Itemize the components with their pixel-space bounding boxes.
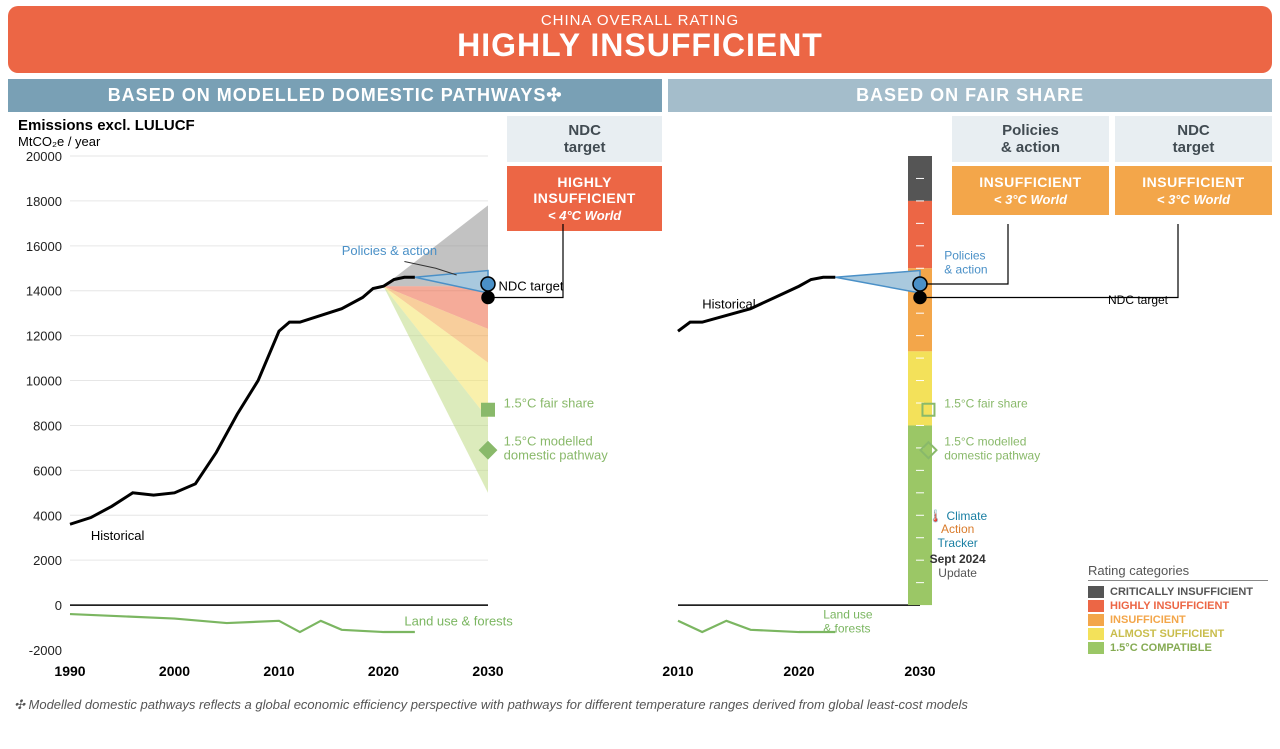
panel-b-header: BASED ON FAIR SHARE [668, 79, 1272, 112]
svg-text:1.5°C fair share: 1.5°C fair share [944, 396, 1028, 410]
svg-text:1.5°C modelled: 1.5°C modelled [504, 433, 593, 448]
rating-b1-label: INSUFFICIENT [1121, 174, 1266, 190]
rating-b0-world: < 3°C World [958, 192, 1103, 207]
svg-text:2020: 2020 [368, 663, 399, 679]
rating-box-b0: INSUFFICIENT < 3°C World [952, 166, 1109, 215]
svg-text:20000: 20000 [26, 149, 62, 164]
rating-box-a: HIGHLY INSUFFICIENT < 4°C World [507, 166, 662, 231]
svg-text:Historical: Historical [702, 296, 756, 311]
svg-text:Land use & forests: Land use & forests [404, 613, 513, 628]
svg-text:18000: 18000 [26, 194, 62, 209]
card-b0-head: Policies & action [952, 116, 1109, 162]
svg-text:Land use: Land use [823, 607, 873, 621]
ndc-target-head-a: NDC target [507, 116, 662, 162]
svg-text:2020: 2020 [784, 663, 815, 679]
rating-box-b1: INSUFFICIENT < 3°C World [1115, 166, 1272, 215]
svg-text:NDC target: NDC target [498, 278, 563, 293]
svg-text:domestic pathway: domestic pathway [504, 447, 609, 462]
svg-text:2000: 2000 [33, 553, 62, 568]
svg-text:6000: 6000 [33, 463, 62, 478]
svg-text:2000: 2000 [159, 663, 190, 679]
rating-b0-label: INSUFFICIENT [958, 174, 1103, 190]
panel-a-header: BASED ON MODELLED DOMESTIC PATHWAYS✣ [8, 79, 662, 112]
svg-text:12000: 12000 [26, 328, 62, 343]
svg-text:-2000: -2000 [29, 643, 62, 658]
svg-text:NDC target: NDC target [1108, 293, 1169, 307]
svg-text:Policies: Policies [944, 248, 985, 262]
svg-text:Policies & action: Policies & action [342, 242, 437, 257]
svg-text:2030: 2030 [905, 663, 936, 679]
svg-text:Emissions excl. LULUCF: Emissions excl. LULUCF [18, 117, 195, 134]
svg-text:MtCO₂e / year: MtCO₂e / year [18, 134, 101, 149]
svg-text:& forests: & forests [823, 621, 870, 635]
header: CHINA OVERALL RATING HIGHLY INSUFFICIENT [8, 6, 1272, 73]
rating-a-label: HIGHLY INSUFFICIENT [513, 174, 656, 206]
footnote: ✣ Modelled domestic pathways reflects a … [8, 691, 1272, 713]
svg-text:8000: 8000 [33, 418, 62, 433]
svg-text:16000: 16000 [26, 238, 62, 253]
svg-text:1990: 1990 [54, 663, 85, 679]
card-b1-head: NDC target [1115, 116, 1272, 162]
tracker-logo: 🌡️ Climate Action Tracker Sept 2024 Upda… [928, 510, 987, 581]
svg-text:& action: & action [944, 262, 987, 276]
svg-text:0: 0 [55, 598, 62, 613]
svg-text:2010: 2010 [663, 663, 694, 679]
rating-a-world: < 4°C World [513, 208, 656, 223]
header-main: HIGHLY INSUFFICIENT [8, 29, 1272, 63]
svg-text:4000: 4000 [33, 508, 62, 523]
svg-text:10000: 10000 [26, 373, 62, 388]
svg-text:2030: 2030 [472, 663, 503, 679]
rating-legend: Rating categoriesCRITICALLY INSUFFICIENT… [1084, 559, 1272, 659]
svg-text:1.5°C modelled: 1.5°C modelled [944, 434, 1026, 448]
rating-b1-world: < 3°C World [1121, 192, 1266, 207]
svg-text:2010: 2010 [263, 663, 294, 679]
svg-text:1.5°C fair share: 1.5°C fair share [504, 395, 594, 410]
svg-text:14000: 14000 [26, 283, 62, 298]
chart-b: 201020202030HistoricalLand use& forestsP… [668, 116, 952, 691]
chart-a: -2000 0 2000 4000 6000 8000 10000 12000 14000 160… [8, 116, 507, 691]
svg-text:Historical: Historical [91, 528, 145, 543]
svg-text:domestic pathway: domestic pathway [944, 448, 1040, 462]
